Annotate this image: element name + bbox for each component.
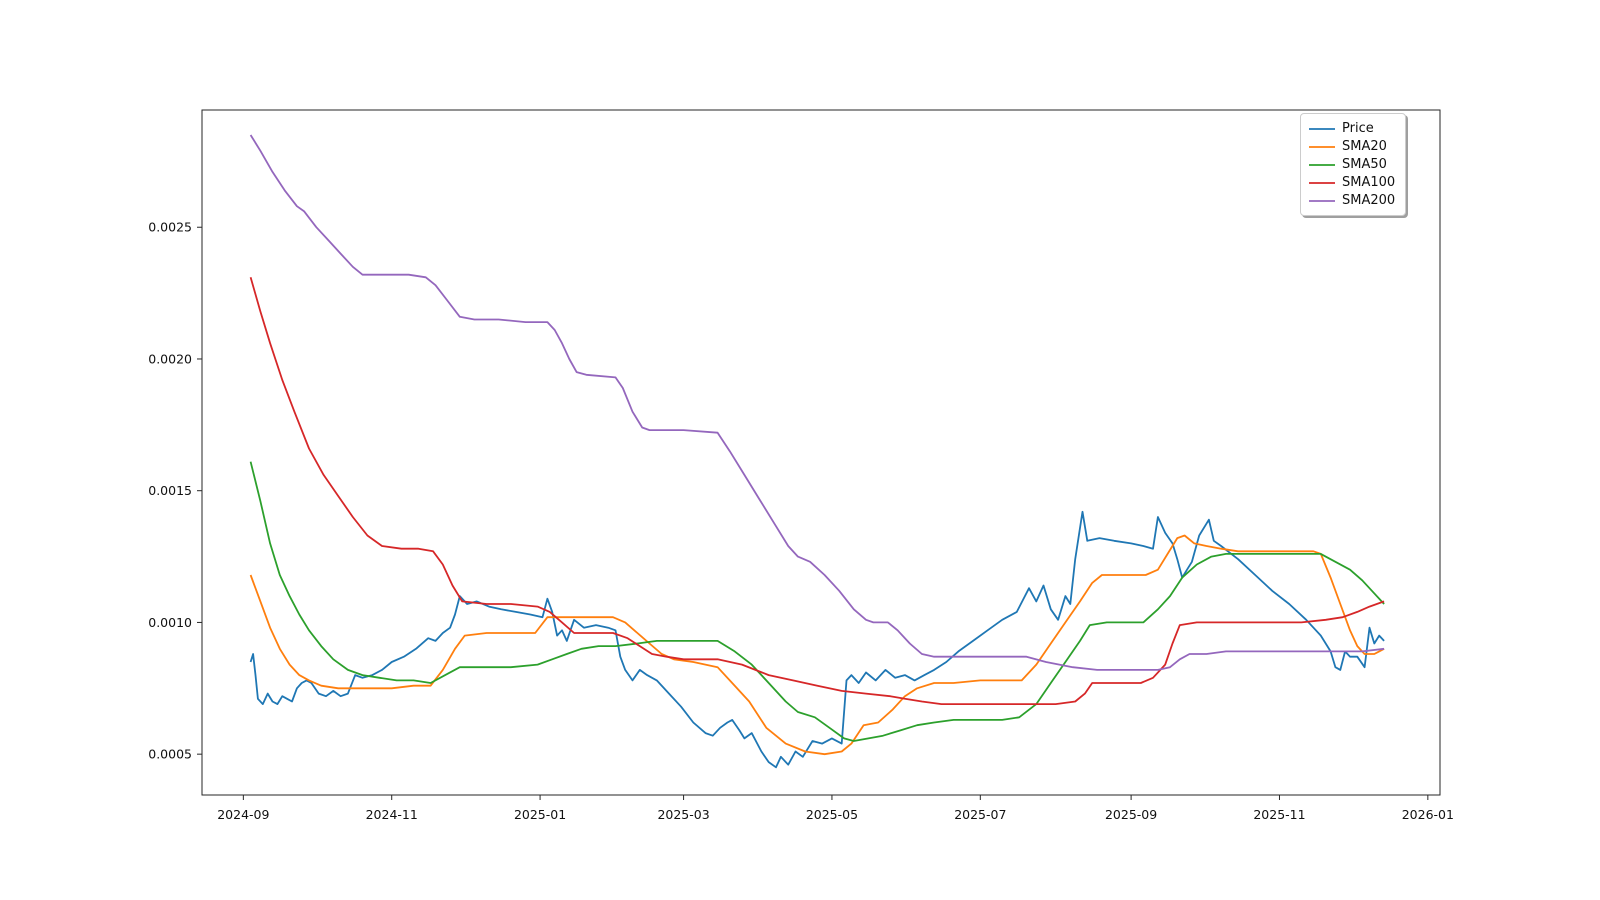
x-tick-label: 2025-07 — [954, 807, 1006, 822]
legend-line-sample — [1309, 127, 1335, 130]
legend-line-sample — [1309, 199, 1335, 202]
legend-entry-sma50: SMA50 — [1309, 156, 1397, 173]
series-line-sma200 — [249, 134, 1385, 671]
legend-entry-price: Price — [1309, 120, 1397, 137]
legend-label-sma20: SMA20 — [1342, 139, 1387, 154]
legend-entry-sma20: SMA20 — [1309, 138, 1397, 155]
legend-label-price: Price — [1342, 121, 1374, 136]
x-tick-label: 2025-01 — [514, 807, 566, 822]
y-tick-label: 0.0010 — [148, 615, 192, 630]
legend-label-sma100: SMA100 — [1342, 175, 1396, 190]
y-tick-label: 0.0020 — [148, 351, 192, 366]
legend-line-sample — [1309, 163, 1335, 166]
y-tick-label: 0.0005 — [148, 747, 192, 762]
series-line-sma50 — [249, 461, 1385, 742]
series-line-sma20 — [249, 534, 1385, 756]
x-tick-label: 2024-11 — [366, 807, 418, 822]
series-line-price — [249, 510, 1385, 769]
x-tick-label: 2025-05 — [806, 807, 858, 822]
legend-line-sample — [1309, 181, 1335, 184]
legend-line-sample — [1309, 145, 1335, 148]
x-tick-label: 2024-09 — [217, 807, 269, 822]
legend-label-sma50: SMA50 — [1342, 157, 1387, 172]
x-tick-label: 2025-03 — [657, 807, 709, 822]
y-tick-label: 0.0015 — [148, 483, 192, 498]
x-tick-label: 2025-11 — [1253, 807, 1305, 822]
y-tick-label: 0.0025 — [148, 220, 192, 235]
series-line-sma100 — [249, 277, 1385, 705]
legend-label-sma200: SMA200 — [1342, 193, 1396, 208]
plot-border — [201, 109, 1441, 796]
legend-entry-sma100: SMA100 — [1309, 174, 1397, 191]
legend-box: Price SMA20 SMA50 SMA100 SMA200 — [1300, 113, 1406, 216]
legend-entry-sma200: SMA200 — [1309, 192, 1397, 209]
x-tick-label: 2025-09 — [1105, 807, 1157, 822]
x-tick-label: 2026-01 — [1402, 807, 1454, 822]
